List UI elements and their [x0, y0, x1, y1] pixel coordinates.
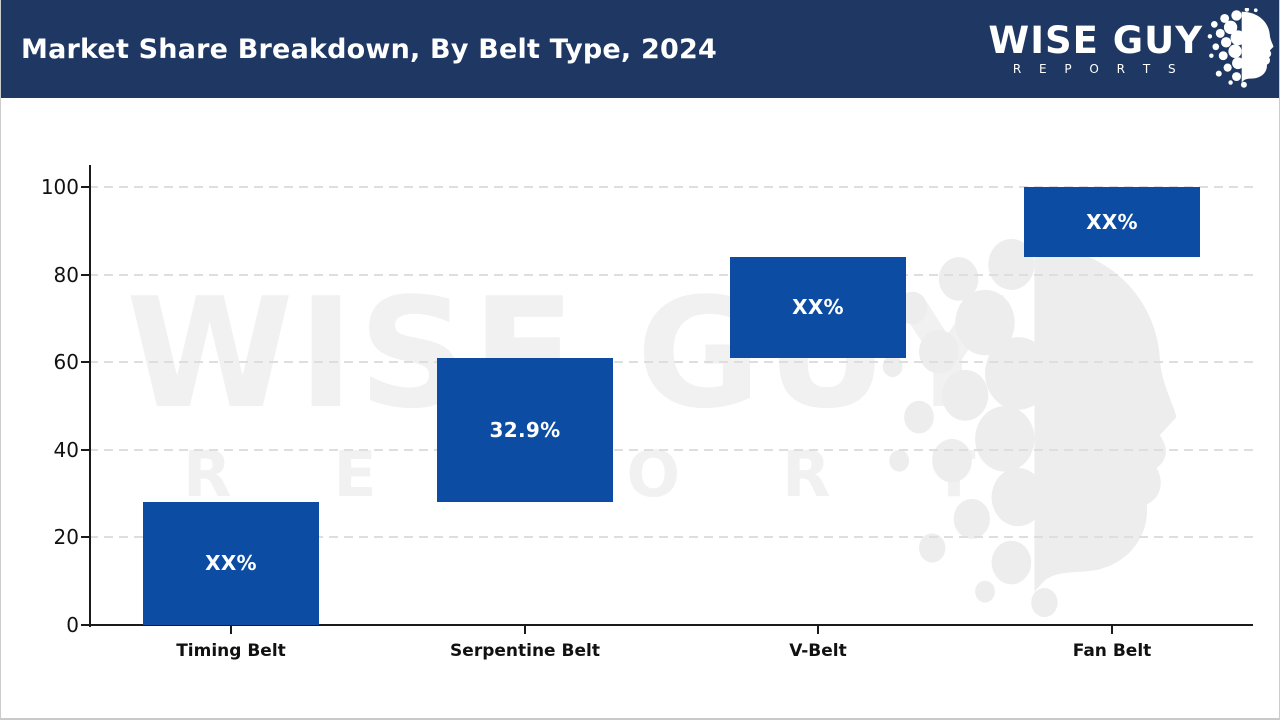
x-axis-tickmark	[817, 625, 819, 634]
x-axis-tickmark	[230, 625, 232, 634]
y-axis-tick-label: 20	[53, 525, 79, 549]
x-axis-category-label: V-Belt	[789, 640, 847, 661]
y-axis-tick-label: 60	[53, 350, 79, 374]
x-axis-line	[89, 623, 1253, 626]
logo-wordmark: WISE GUY R E P O R T S	[988, 22, 1203, 76]
x-axis-category-label: Fan Belt	[1072, 640, 1152, 661]
bar-value-label: 32.9%	[489, 417, 561, 442]
y-axis-tickmark	[81, 273, 89, 276]
y-axis-tickmark	[81, 186, 89, 188]
y-gridline	[89, 273, 1253, 276]
bar-value-label: XX%	[1086, 210, 1138, 234]
x-axis-category-label: Serpentine Belt	[450, 640, 600, 661]
y-gridline	[89, 361, 1253, 363]
y-axis-tickmark	[81, 536, 89, 538]
y-axis-tick-label: 100	[40, 175, 79, 199]
bar-segment: XX%	[143, 502, 319, 625]
y-axis-line	[89, 165, 91, 627]
y-gridline	[89, 448, 1253, 451]
wiseguy-head-icon	[1207, 8, 1274, 88]
bar-segment: XX%	[730, 257, 906, 358]
y-gridline	[89, 536, 1253, 538]
y-gridline	[89, 186, 1253, 188]
bar-segment: 32.9%	[437, 357, 613, 502]
logo-subtitle: R E P O R T S	[1012, 62, 1183, 76]
x-axis-tickmark	[524, 625, 526, 634]
y-axis-tick-label: 40	[53, 437, 79, 462]
wiseguy-logo: WISE GUY R E P O R T S	[988, 6, 1275, 92]
x-axis-category-label: Timing Belt	[176, 640, 286, 661]
bar-value-label: XX%	[792, 295, 844, 320]
y-axis-tickmark	[81, 448, 89, 451]
y-axis-tick-label: 0	[66, 612, 79, 637]
bar-value-label: XX%	[205, 551, 257, 576]
y-axis-tickmark	[81, 361, 89, 363]
bar-segment: XX%	[1024, 187, 1200, 257]
x-axis-tickmark	[1111, 625, 1113, 634]
page-title: Market Share Breakdown, By Belt Type, 20…	[21, 33, 717, 65]
logo-name: WISE GUY	[988, 19, 1203, 62]
y-axis-tickmark	[81, 623, 89, 626]
header-bar: Market Share Breakdown, By Belt Type, 20…	[1, 0, 1279, 98]
y-axis-tick-label: 80	[53, 262, 79, 287]
